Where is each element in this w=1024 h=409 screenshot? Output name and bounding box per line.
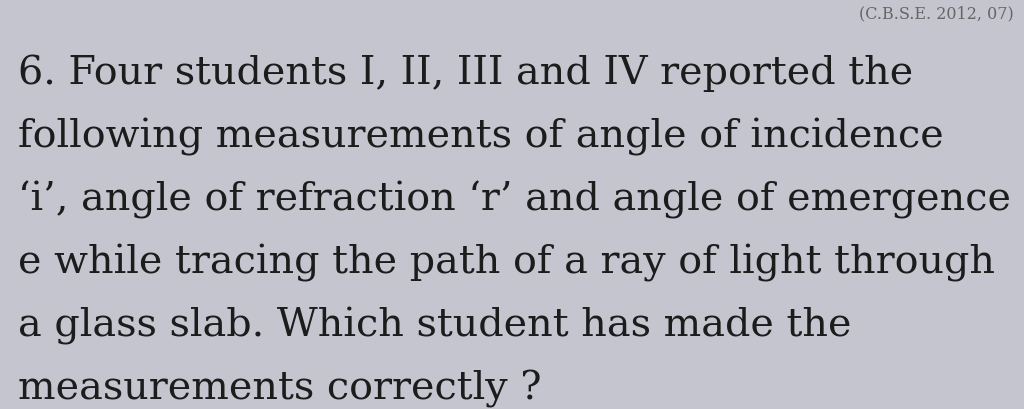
Text: following measurements of angle of incidence: following measurements of angle of incid… xyxy=(18,118,944,156)
Text: (C.B.S.E. 2012, 07): (C.B.S.E. 2012, 07) xyxy=(859,5,1014,22)
Text: measurements correctly ?: measurements correctly ? xyxy=(18,370,542,408)
Text: ‘i’, angle of refraction ‘r’ and angle of emergence: ‘i’, angle of refraction ‘r’ and angle o… xyxy=(18,181,1011,219)
Text: 6. Four students I, II, III and IV reported the: 6. Four students I, II, III and IV repor… xyxy=(18,55,913,92)
Text: e while tracing the path of a ray of light through: e while tracing the path of a ray of lig… xyxy=(18,244,995,282)
Text: a glass slab. Which student has made the: a glass slab. Which student has made the xyxy=(18,307,852,345)
